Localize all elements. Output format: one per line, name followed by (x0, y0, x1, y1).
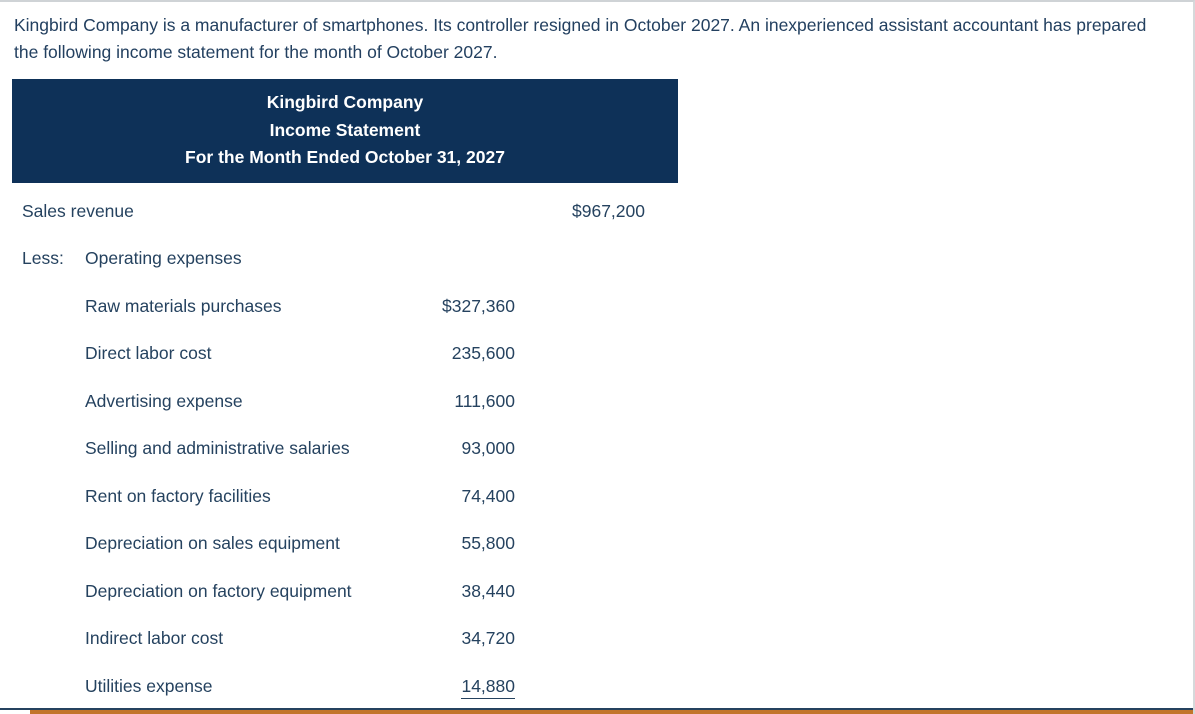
expense-row: Indirect labor cost 34,720 (0, 615, 1193, 663)
income-statement-body: Sales revenue $967,200 Less: Operating ex… (0, 183, 1193, 711)
expense-label: Raw materials purchases (85, 295, 282, 316)
expense-amount: 55,800 (461, 533, 515, 554)
expense-label: Direct labor cost (85, 343, 212, 364)
expense-label: Advertising expense (85, 390, 243, 411)
expense-label: Selling and administrative salaries (85, 438, 350, 459)
sales-revenue-row: Sales revenue $967,200 (0, 188, 1193, 236)
statement-period: For the Month Ended October 31, 2027 (185, 147, 505, 167)
expense-amount-underlined: 14,880 (461, 675, 515, 699)
expense-label: Depreciation on factory equipment (85, 580, 352, 601)
expense-row: Rent on factory facilities 74,400 (0, 473, 1193, 521)
expense-label: Rent on factory facilities (85, 485, 271, 506)
statement-title: Income Statement (269, 119, 421, 140)
expense-row: Depreciation on factory equipment 38,440 (0, 568, 1193, 616)
expense-amount: $327,360 (442, 295, 515, 316)
expense-row: Direct labor cost 235,600 (0, 330, 1193, 378)
expense-row: Depreciation on sales equipment 55,800 (0, 520, 1193, 568)
less-label: Less: (22, 248, 64, 269)
expense-amount: 34,720 (461, 628, 515, 649)
highlighted-row-strip (30, 710, 1193, 714)
expense-amount: 14,880 (430, 675, 515, 699)
expense-amount: 111,600 (454, 390, 515, 411)
expense-amount: 74,400 (461, 485, 515, 506)
expense-label: Depreciation on sales equipment (85, 533, 340, 554)
expense-label: Indirect labor cost (85, 628, 224, 649)
less-operating-expenses-row: Less: Operating expenses (0, 235, 1193, 283)
operating-expenses-label: Operating expenses (85, 248, 242, 269)
problem-intro-text: Kingbird Company is a manufacturer of sm… (14, 15, 1147, 62)
table-bottom-rule (0, 708, 1193, 710)
expense-row: Raw materials purchases $327,360 (0, 283, 1193, 331)
expense-row: Advertising expense 111,600 (0, 378, 1193, 426)
expense-row: Selling and administrative salaries 93,0… (0, 425, 1193, 473)
expense-label: Utilities expense (85, 675, 213, 696)
sales-revenue-amount: $967,200 (572, 200, 645, 221)
expense-amount: 235,600 (451, 343, 515, 364)
company-name: Kingbird Company (266, 92, 424, 112)
expense-amount: 38,440 (461, 580, 515, 601)
expense-amount: 93,000 (461, 438, 515, 459)
sales-revenue-label: Sales revenue (22, 200, 134, 221)
expense-row: Utilities expense 14,880 (0, 663, 1193, 711)
income-statement-header: Kingbird Company Income Statement For th… (12, 79, 678, 183)
